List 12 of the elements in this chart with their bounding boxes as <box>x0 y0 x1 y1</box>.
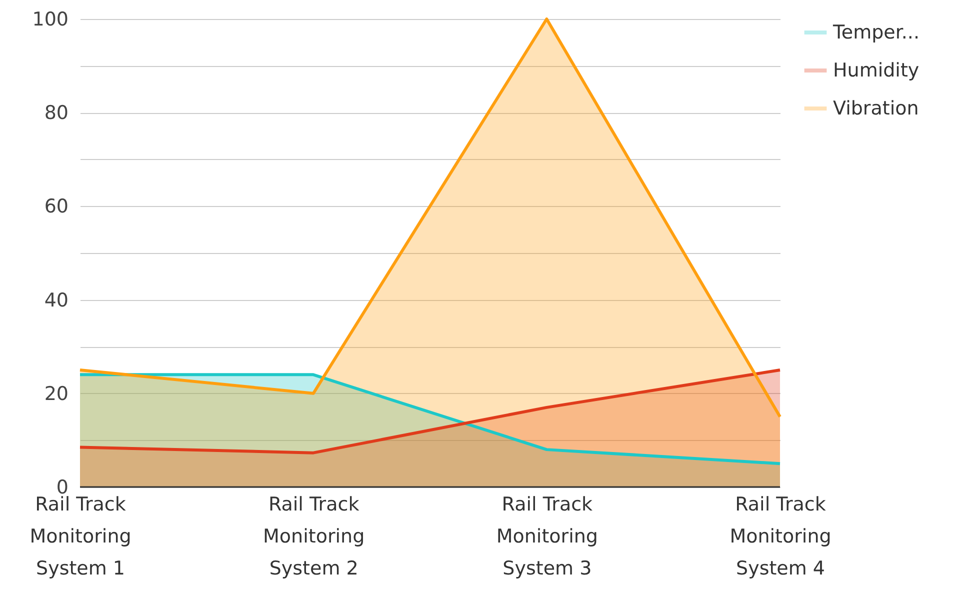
legend-label: Vibration <box>833 98 919 120</box>
y-tick-label: 40 <box>44 289 68 312</box>
y-tick-label: 20 <box>44 382 68 405</box>
y-tick-label: 100 <box>32 8 68 30</box>
legend-label: Temper... <box>832 22 920 44</box>
legend-label: Humidity <box>833 60 920 82</box>
y-tick-label: 60 <box>44 196 68 218</box>
y-tick-label: 80 <box>44 102 68 124</box>
x-tick-label: Rail Track Monitoring System 1 <box>30 494 132 580</box>
x-tick-label: Rail Track Monitoring System 3 <box>496 494 598 580</box>
x-tick-label: Rail Track Monitoring System 2 <box>263 494 365 580</box>
x-tick-label: Rail Track Monitoring System 4 <box>730 494 832 580</box>
